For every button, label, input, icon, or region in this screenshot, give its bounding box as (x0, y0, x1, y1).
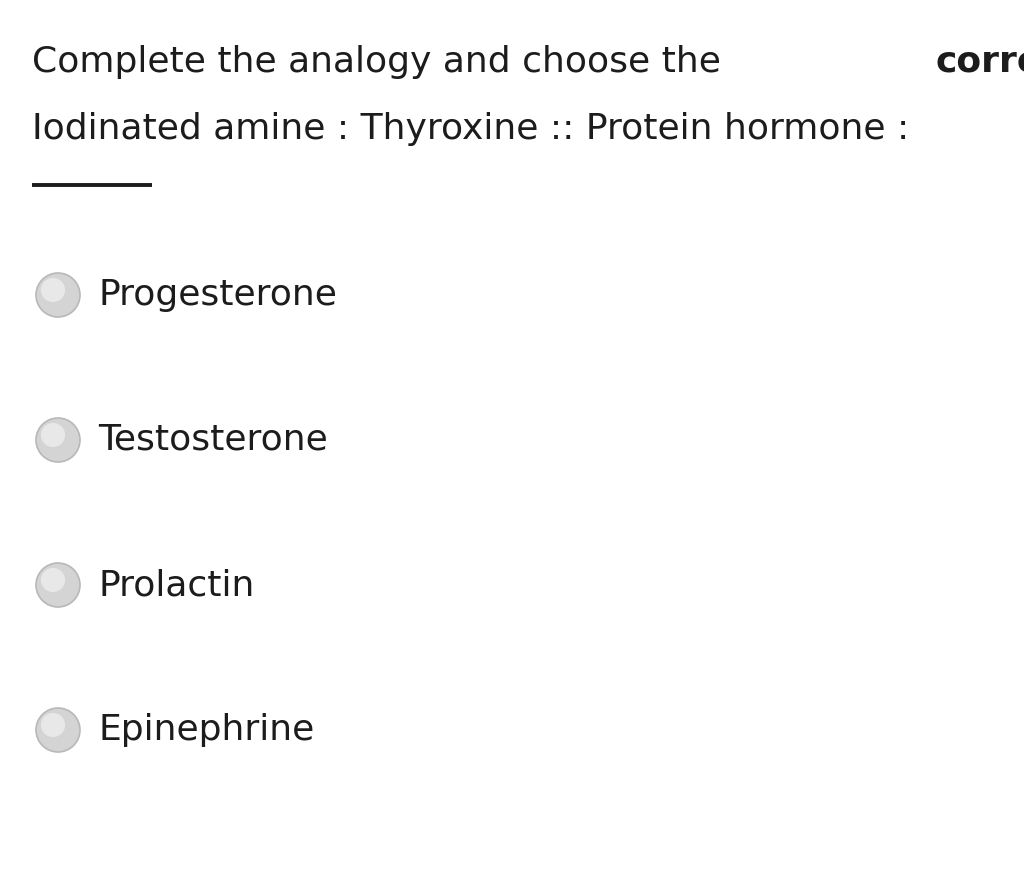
Circle shape (36, 563, 80, 607)
Circle shape (36, 708, 80, 752)
Text: Prolactin: Prolactin (98, 568, 254, 602)
Text: Epinephrine: Epinephrine (98, 713, 314, 747)
Circle shape (41, 568, 66, 592)
Circle shape (41, 423, 66, 447)
Circle shape (41, 713, 66, 737)
Circle shape (41, 278, 66, 302)
Circle shape (36, 418, 80, 462)
Text: Testosterone: Testosterone (98, 423, 328, 457)
Text: Complete the analogy and choose the: Complete the analogy and choose the (32, 45, 732, 79)
Circle shape (36, 273, 80, 317)
Text: Iodinated amine : Thyroxine :: Protein hormone :: Iodinated amine : Thyroxine :: Protein h… (32, 112, 909, 146)
Text: Progesterone: Progesterone (98, 278, 337, 312)
Text: correct: correct (936, 45, 1024, 79)
